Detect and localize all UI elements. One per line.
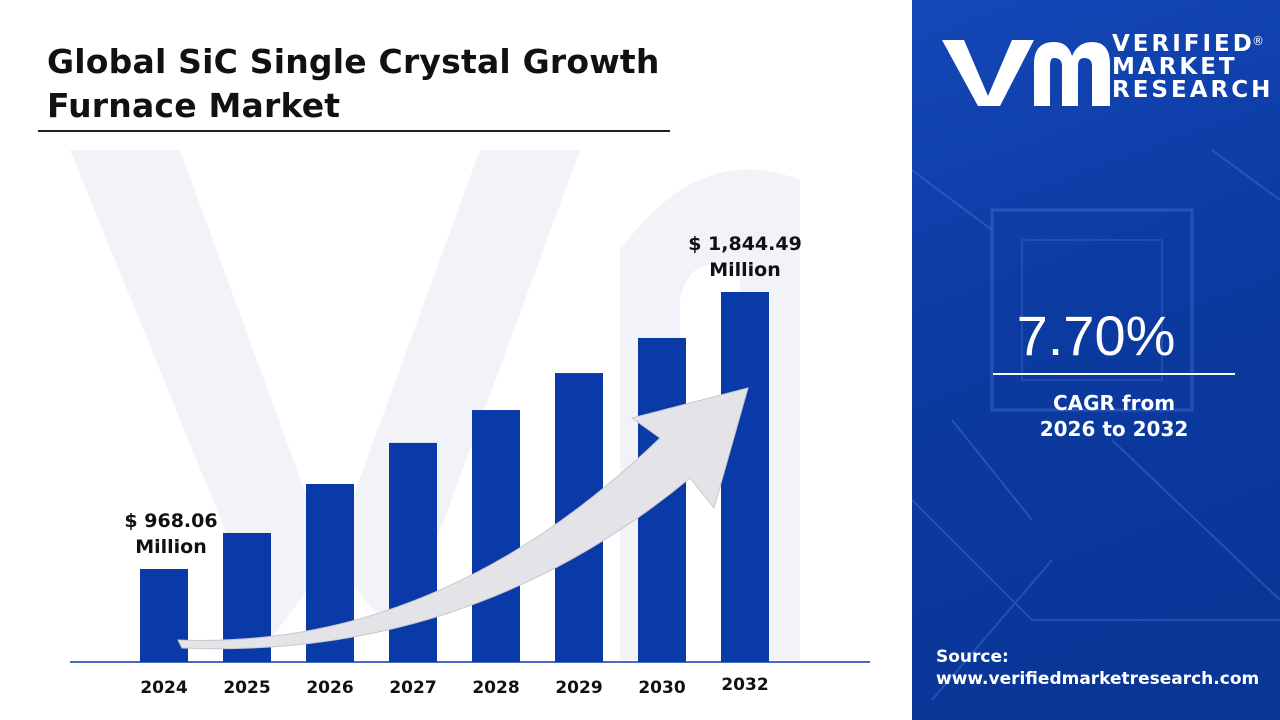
bar-2032 (721, 292, 769, 662)
brand-line-3: RESEARCH (1112, 77, 1274, 103)
source-url[interactable]: www.verifiedmarketresearch.com (936, 669, 1260, 689)
source-label: Source: (936, 647, 1009, 667)
bar-2027 (389, 442, 437, 662)
title-line-2: Furnace Market (47, 86, 341, 125)
brand-line-1: VERIFIED (1112, 31, 1255, 57)
source: Source: www.verifiedmarketresearch.com (936, 646, 1259, 690)
x-tick-2025: 2025 (223, 678, 270, 698)
x-tick-2032: 2032 (721, 675, 768, 695)
data-label-2032: Million (709, 259, 781, 281)
bar-chart: 2024 2025 2026 2027 2028 2029 2030 2032 $ 968.0… (70, 233, 870, 698)
title-underline (38, 130, 670, 132)
cagr-value: 7.70% (1016, 304, 1176, 367)
cagr-divider (993, 373, 1235, 375)
registered-mark: ® (1252, 34, 1264, 48)
x-tick-2030: 2030 (638, 678, 685, 698)
chart-area: Global SiC Single Crystal Growth Furnace… (38, 40, 870, 698)
cagr-label-line-1: CAGR from (1052, 391, 1176, 415)
circuit-background (912, 149, 1280, 701)
x-tick-2029: 2029 (555, 678, 602, 698)
brand-name: VERIFIED MARKET RESEARCH (1112, 33, 1273, 102)
vmr-logo-icon (942, 40, 1110, 106)
bar-2024 (140, 569, 188, 662)
page-title: Global SiC Single Crystal Growth Furnace… (47, 40, 660, 128)
data-label-2024: $ 968.06 (124, 510, 217, 532)
bar-2028 (472, 410, 520, 662)
x-tick-2027: 2027 (389, 678, 436, 698)
info-panel: VERIFIED MARKET RESEARCH ® 7.70% CAGR fr… (912, 0, 1280, 720)
trend-arrow (177, 387, 749, 650)
x-tick-2028: 2028 (472, 678, 519, 698)
cagr-label: CAGR from 2026 to 2032 (912, 390, 1280, 442)
brand-line-2: MARKET (1112, 54, 1238, 80)
data-label-2024: Million (135, 536, 207, 558)
x-tick-2024: 2024 (140, 678, 187, 698)
x-tick-2026: 2026 (306, 678, 353, 698)
title-line-1: Global SiC Single Crystal Growth (47, 42, 660, 81)
cagr-label-line-2: 2026 to 2032 (1039, 417, 1189, 441)
data-label-2032: $ 1,844.49 (688, 233, 802, 255)
